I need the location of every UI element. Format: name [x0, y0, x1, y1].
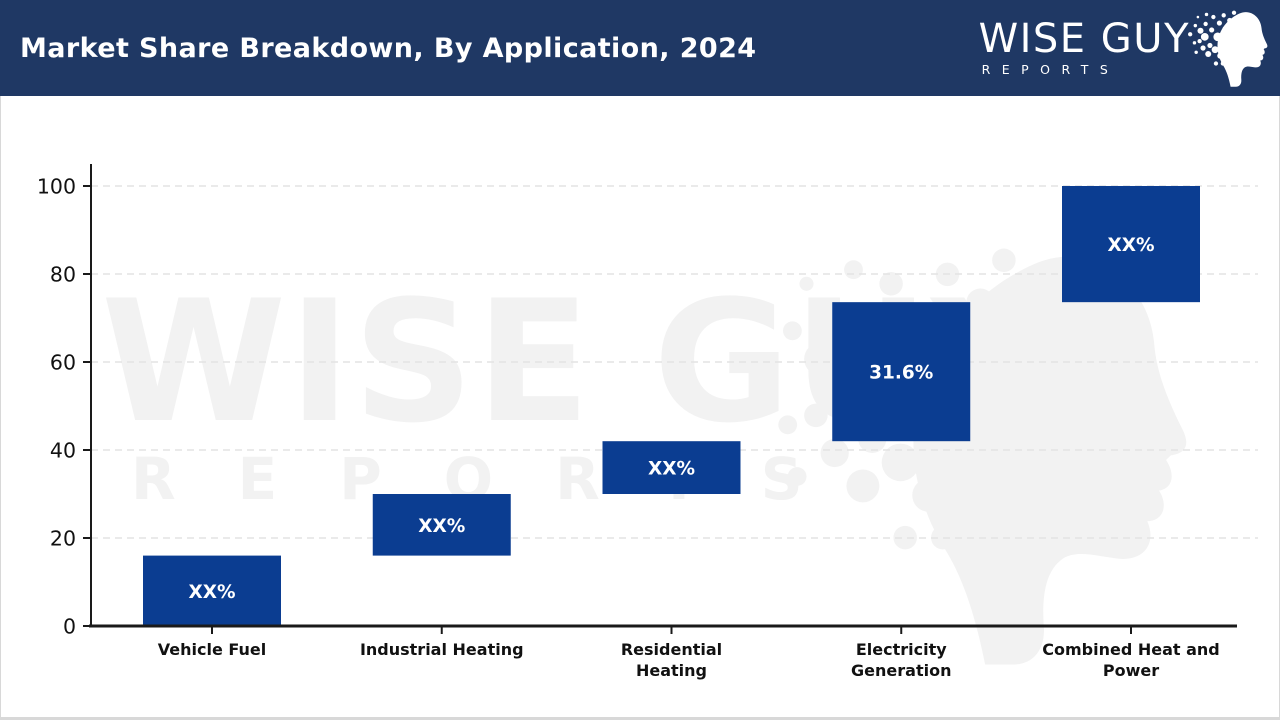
logo-wordmark-line2: REPORTS: [981, 62, 1120, 77]
bar-electricity-generation: [832, 302, 971, 442]
y-tick-label-100: 100: [37, 175, 76, 199]
header: Market Share Breakdown, By Application, …: [0, 0, 1280, 96]
bar-combined-heat-and-power: [1062, 186, 1200, 303]
bar-label-electricity-generation: 31.6%: [869, 363, 933, 384]
bar-label-residential-heating: XX%: [648, 459, 695, 480]
category-label-4: Combined Heat and Power: [1042, 640, 1220, 680]
y-tick-label-0: 0: [63, 615, 76, 639]
y-tick-label-60: 60: [50, 351, 76, 375]
bar-vehicle-fuel: [143, 555, 281, 626]
bar-industrial-heating: [372, 494, 511, 556]
bar-label-industrial-heating: XX%: [418, 516, 465, 537]
bar-label-vehicle-fuel: XX%: [188, 582, 235, 603]
logo-head-icon: [1188, 10, 1268, 87]
brand-logo: WISE GUY REPORTS: [979, 0, 1274, 96]
category-label-2: Residential Heating: [621, 640, 722, 680]
category-label-3: Electricity Generation: [851, 640, 951, 680]
y-tick-label-20: 20: [50, 527, 76, 551]
waterfall-chart: XX% XX% XX% 31.6% XX% 0 20 40 60 80 100 Vehicle Fue…: [37, 164, 1258, 680]
category-label-1: Industrial Heating: [360, 640, 524, 659]
y-tick-label-80: 80: [50, 263, 76, 287]
chart-area: WISE GUY REPORTS XX% XX% XX% 31.6% XX% 0 20 40 6…: [0, 96, 1280, 720]
y-tick-label-40: 40: [50, 439, 76, 463]
logo-wordmark-line1: WISE GUY: [978, 16, 1190, 62]
bar-label-combined-heat-and-power: XX%: [1107, 235, 1154, 256]
logo-wordmark: WISE GUY REPORTS: [979, 19, 1190, 77]
bar-residential-heating: [602, 441, 741, 494]
page-title: Market Share Breakdown, By Application, …: [20, 32, 757, 64]
category-label-0: Vehicle Fuel: [158, 640, 266, 659]
